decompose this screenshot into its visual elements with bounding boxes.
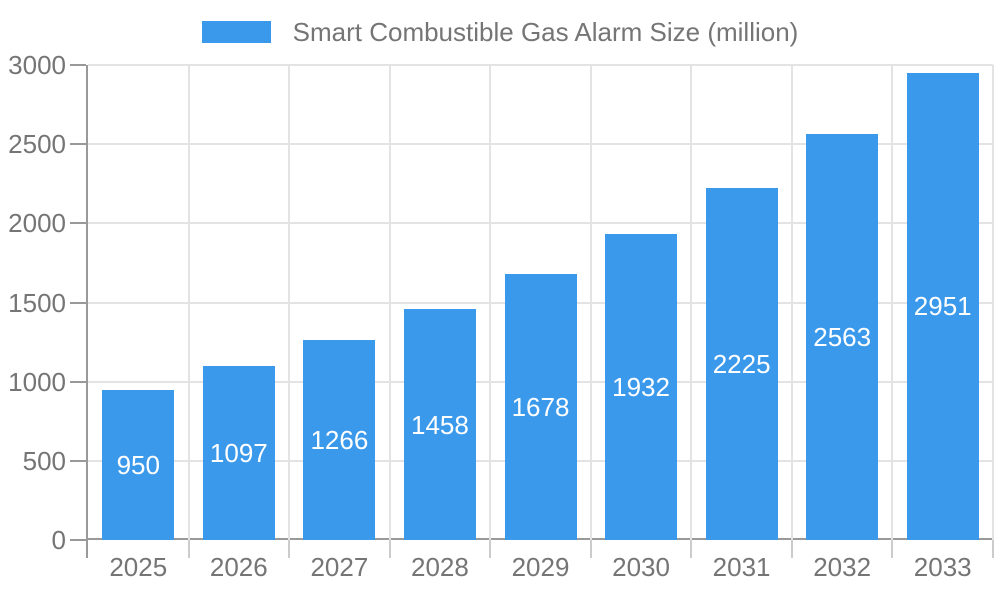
bar-value-label: 1266 — [310, 424, 369, 455]
bar-value-label: 1678 — [511, 392, 570, 423]
x-gridline — [690, 65, 693, 540]
bar-2026[interactable]: 1097 — [202, 366, 275, 540]
x-gridline — [891, 65, 894, 540]
legend-label: Smart Combustible Gas Alarm Size (millio… — [292, 16, 799, 47]
x-tick — [790, 540, 793, 558]
y-axis-label: 1500 — [8, 287, 66, 318]
x-axis-label: 2033 — [913, 552, 972, 582]
y-tick — [70, 459, 86, 462]
bar-value-label: 1458 — [411, 409, 469, 440]
x-tick — [690, 540, 693, 558]
y-gridline — [88, 222, 993, 225]
bar-value-label: 1097 — [209, 438, 268, 469]
x-axis-label: 2031 — [712, 552, 771, 582]
x-axis-label: 2030 — [612, 552, 670, 582]
x-tick — [489, 540, 492, 558]
y-tick — [70, 539, 86, 541]
x-tick — [992, 540, 994, 558]
x-tick — [288, 540, 291, 558]
bar-2027[interactable]: 1266 — [303, 339, 376, 540]
bar-2030[interactable]: 1932 — [605, 234, 678, 540]
x-axis-label: 2026 — [209, 552, 268, 582]
x-gridline — [187, 65, 190, 540]
x-axis-label: 2028 — [411, 552, 469, 582]
y-tick — [70, 380, 86, 383]
y-gridline — [88, 143, 993, 146]
y-gridline — [88, 64, 993, 66]
bar-2025[interactable]: 950 — [102, 389, 175, 540]
x-gridline — [992, 65, 994, 540]
x-axis-label: 2027 — [310, 552, 369, 582]
x-axis-label: 2029 — [511, 552, 570, 582]
bar-2031[interactable]: 2225 — [705, 187, 778, 540]
x-tick — [589, 540, 592, 558]
bar-2029[interactable]: 1678 — [504, 274, 577, 540]
bar-value-label: 2563 — [813, 322, 872, 353]
y-axis-label: 3000 — [8, 50, 66, 80]
bar-2028[interactable]: 1458 — [403, 309, 476, 540]
y-axis-line — [86, 65, 88, 558]
y-tick — [70, 64, 86, 66]
y-axis-label: 0 — [51, 525, 66, 555]
bar-2032[interactable]: 2563 — [806, 134, 879, 540]
x-tick — [891, 540, 894, 558]
x-gridline — [388, 65, 391, 540]
bar-value-label: 2951 — [913, 291, 972, 322]
x-tick — [187, 540, 190, 558]
x-gridline — [790, 65, 793, 540]
legend[interactable]: Smart Combustible Gas Alarm Size (millio… — [0, 10, 1000, 54]
plot-area: 0 500 1000 1500 2000 2500 3000 950 2025 1097 2026 1… — [8, 52, 994, 582]
y-tick — [70, 143, 86, 146]
y-tick — [70, 222, 86, 225]
bar-value-label: 2225 — [712, 348, 771, 379]
y-tick — [70, 301, 86, 304]
y-axis-label: 2000 — [8, 208, 66, 239]
x-axis-label: 2032 — [813, 552, 872, 582]
x-tick — [388, 540, 391, 558]
bar-2033[interactable]: 2951 — [906, 72, 979, 540]
x-gridline — [288, 65, 291, 540]
legend-swatch — [201, 21, 271, 43]
y-axis-label: 1000 — [8, 366, 66, 397]
x-gridline — [589, 65, 592, 540]
x-axis-label: 2025 — [109, 552, 168, 582]
x-gridline — [489, 65, 492, 540]
bar-value-label: 1932 — [612, 372, 670, 403]
y-axis-label: 2500 — [8, 129, 66, 160]
bar-value-label: 950 — [116, 449, 160, 480]
y-axis-label: 500 — [22, 445, 66, 476]
